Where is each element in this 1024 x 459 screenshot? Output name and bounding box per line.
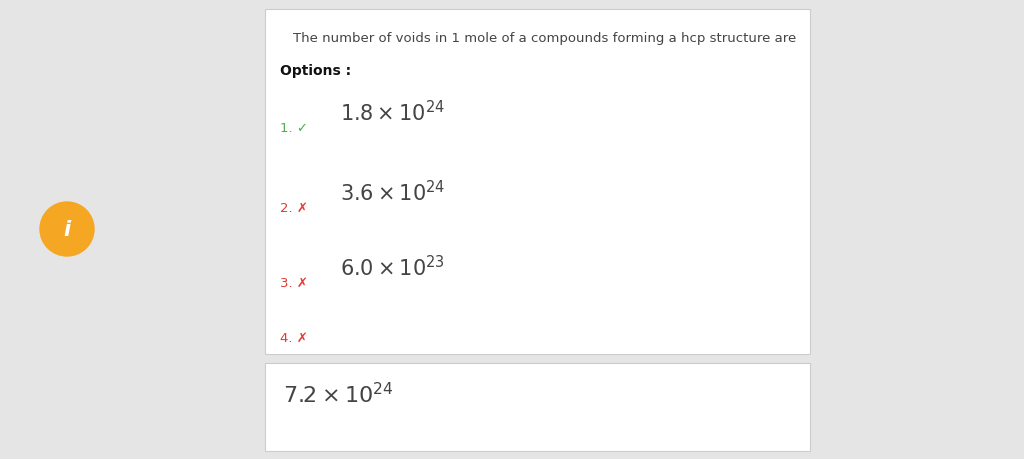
Text: The number of voids in 1 mole of a compounds forming a hcp structure are: The number of voids in 1 mole of a compo… <box>293 32 797 45</box>
Text: 4. ✗: 4. ✗ <box>280 331 308 344</box>
FancyBboxPatch shape <box>265 363 810 451</box>
Text: $6.0 \times 10^{23}$: $6.0 \times 10^{23}$ <box>340 254 444 280</box>
Text: Options :: Options : <box>280 64 351 78</box>
Text: $7.2 \times 10^{24}$: $7.2 \times 10^{24}$ <box>283 381 394 406</box>
Text: 3. ✗: 3. ✗ <box>280 276 308 289</box>
Text: $3.6 \times 10^{24}$: $3.6 \times 10^{24}$ <box>340 179 445 205</box>
Text: i: i <box>63 219 71 240</box>
Text: 1. ✓: 1. ✓ <box>280 122 308 134</box>
Circle shape <box>40 202 94 257</box>
Text: $1.8 \times 10^{24}$: $1.8 \times 10^{24}$ <box>340 100 444 125</box>
Text: 2. ✗: 2. ✗ <box>280 202 308 214</box>
FancyBboxPatch shape <box>265 10 810 354</box>
